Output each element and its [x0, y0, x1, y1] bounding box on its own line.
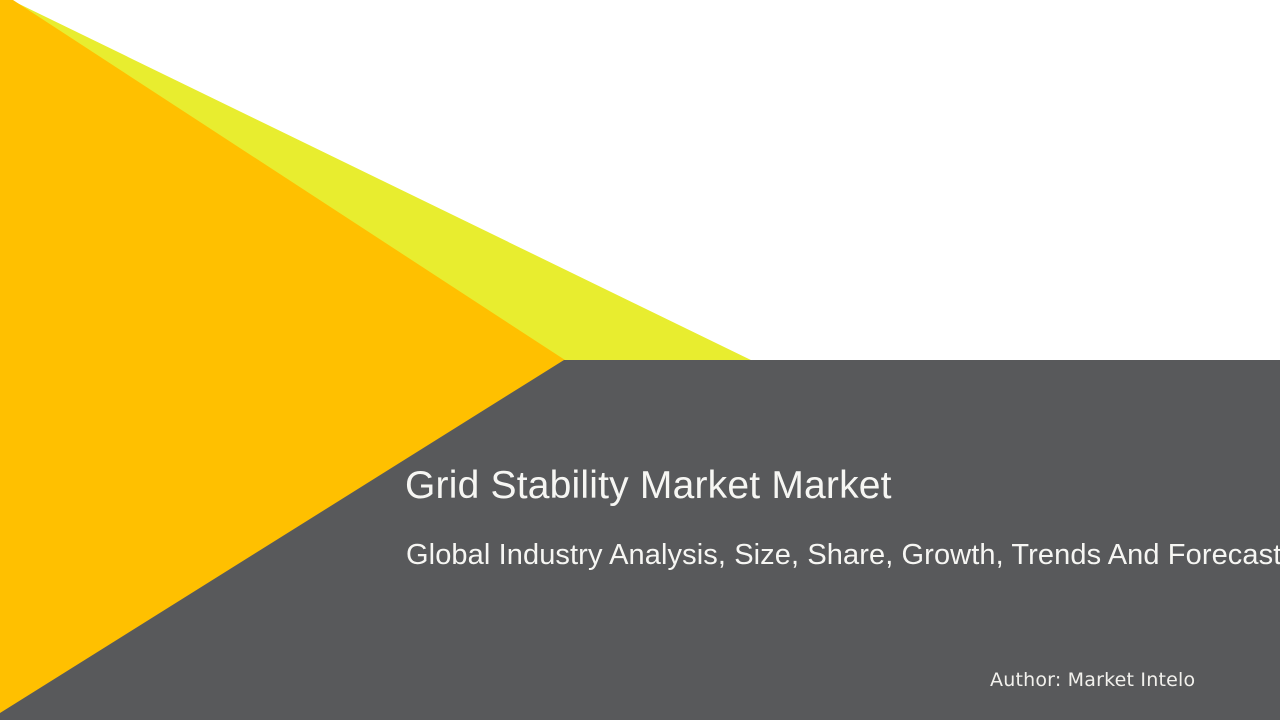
gray-panel	[0, 360, 1280, 720]
orange-triangle	[0, 0, 565, 714]
report-subtitle: Global Industry Analysis, Size, Share, G…	[406, 539, 1280, 571]
lime-triangle	[11, 0, 755, 362]
author-credit: Author: Market Intelo	[990, 669, 1196, 691]
report-title: Grid Stability Market Market	[405, 464, 892, 507]
